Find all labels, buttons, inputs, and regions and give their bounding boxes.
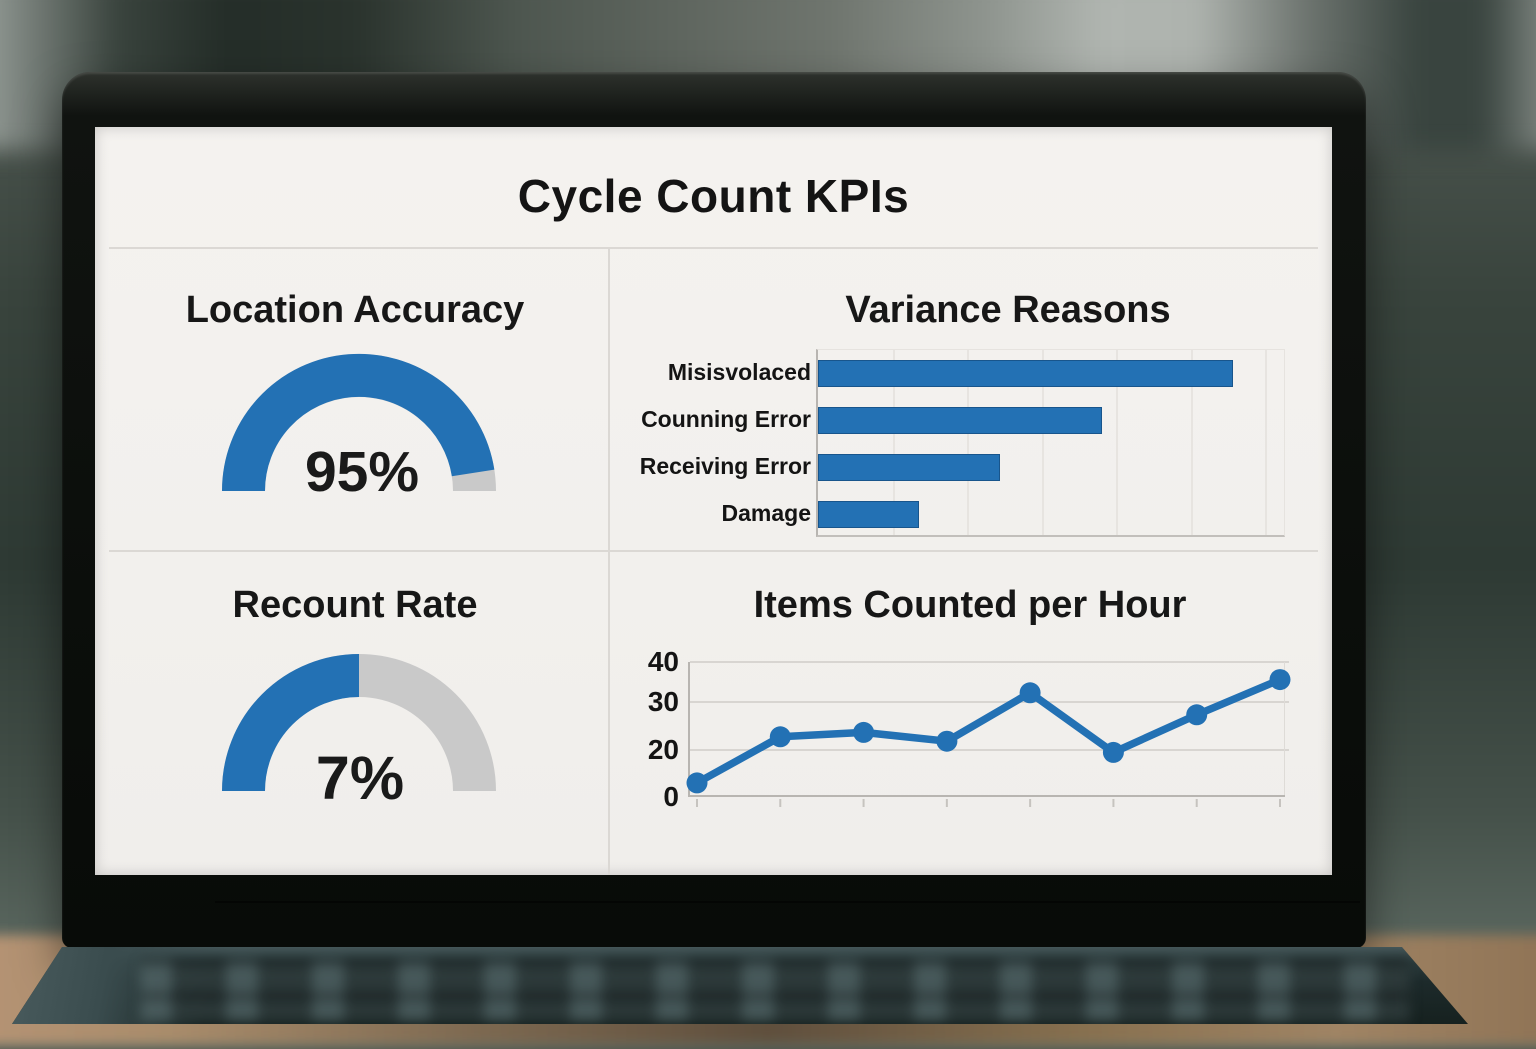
bar-counning-error xyxy=(818,407,1102,434)
laptop-hinge-seam xyxy=(215,901,1360,903)
bar-chart-gridline xyxy=(967,350,970,535)
recount-rate-gauge xyxy=(222,654,496,792)
line-chart-right-edge xyxy=(1284,662,1285,795)
y-tick-label: 0 xyxy=(663,781,679,812)
line-data-point xyxy=(1102,741,1124,763)
bar-receiving-error xyxy=(818,454,1001,481)
bar-chart-gridline xyxy=(892,350,895,535)
line-chart-y-axis-labels: 40 30 20 0 xyxy=(599,646,679,816)
recount-rate-title: Recount Rate xyxy=(232,584,478,626)
bar-chart-gridline xyxy=(1041,350,1044,535)
location-accuracy-gauge xyxy=(222,353,496,492)
y-tick-label: 20 xyxy=(647,734,679,766)
location-accuracy-value: 95% xyxy=(304,440,420,504)
bar-category-label: Misisvolaced xyxy=(667,359,811,385)
bar-chart-gridline xyxy=(1190,350,1193,535)
bar-category-label: Damage xyxy=(721,500,811,526)
line-data-point xyxy=(686,772,708,794)
bar-misisvolaced xyxy=(818,360,1234,387)
laptop-keyboard xyxy=(140,959,1410,1021)
bar-damage xyxy=(818,501,920,528)
recount-rate-value: 7% xyxy=(315,744,405,812)
horizontal-quadrant-divider xyxy=(109,550,1318,552)
line-data-point xyxy=(853,721,875,743)
variance-bar-label-column: Misisvolaced Counning Error Receiving Erro… xyxy=(591,349,811,537)
line-chart-gridline xyxy=(690,749,1289,752)
location-accuracy-title: Location Accuracy xyxy=(185,289,525,331)
dashboard-title: Cycle Count KPIs xyxy=(517,170,910,222)
variance-bar-plot xyxy=(816,349,1285,537)
line-data-point xyxy=(1019,682,1041,704)
line-chart-svg xyxy=(686,669,1291,807)
line-chart-gridline xyxy=(690,700,1289,703)
y-tick-label: 40 xyxy=(647,646,679,677)
line-data-point xyxy=(936,730,958,752)
bar-category-label: Receiving Error xyxy=(639,453,811,479)
variance-reasons-title: Variance Reasons xyxy=(845,289,1171,331)
laptop-screen-dashboard: Cycle Count KPIs Location Accuracy 95% V… xyxy=(95,127,1332,875)
line-data-point xyxy=(1186,704,1208,726)
bar-chart-gridline xyxy=(1116,350,1119,535)
vertical-quadrant-divider xyxy=(608,248,610,875)
line-chart-gridline xyxy=(690,661,1289,663)
title-divider xyxy=(109,247,1318,249)
line-chart-plot xyxy=(686,661,1291,807)
y-tick-label: 30 xyxy=(647,685,679,717)
items-per-hour-title: Items Counted per Hour xyxy=(753,584,1187,626)
laptop-base xyxy=(12,947,1468,1024)
bar-category-label: Counning Error xyxy=(641,406,811,432)
bar-chart-gridline xyxy=(1265,350,1268,535)
line-data-point xyxy=(1269,669,1291,691)
line-data-point xyxy=(769,726,791,748)
